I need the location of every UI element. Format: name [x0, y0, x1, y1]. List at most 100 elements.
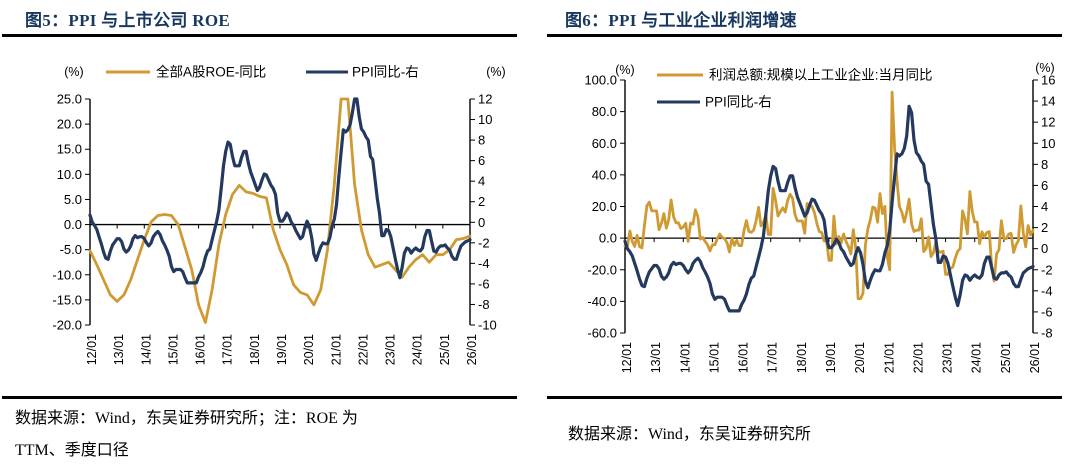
svg-text:(%): (%): [486, 65, 505, 79]
figure-6: 图6：PPI 与工业企业利润增速 100.0 80.0 60.0 40.0 20.0 0.…: [545, 0, 1080, 468]
figure-5-title: 图5：PPI 与上市公司 ROE: [25, 11, 231, 30]
svg-text:25.0: 25.0: [57, 92, 82, 107]
svg-text:20/01: 20/01: [853, 342, 867, 373]
svg-text:22/01: 22/01: [911, 342, 925, 373]
svg-text:18/01: 18/01: [248, 334, 262, 365]
svg-text:-6: -6: [1041, 304, 1053, 319]
svg-text:2: 2: [478, 194, 485, 209]
svg-text:8: 8: [478, 133, 485, 148]
svg-text:20/01: 20/01: [302, 334, 316, 365]
svg-text:-8: -8: [1041, 326, 1053, 341]
figure-5: 图5：PPI 与上市公司 ROE 25.0 20.0 15.0 10.0 5.0 0.0 -…: [2, 11, 517, 459]
svg-text:-10: -10: [478, 318, 497, 333]
svg-text:PPI同比-右: PPI同比-右: [352, 65, 419, 80]
svg-text:14/01: 14/01: [678, 342, 692, 373]
roe-ppi-chart: 25.0 20.0 15.0 10.0 5.0 0.0 -5.0 -10.0 -15.0 -20.…: [52, 64, 505, 366]
svg-text:18/01: 18/01: [795, 342, 809, 373]
svg-text:13/01: 13/01: [112, 334, 126, 365]
svg-text:15.0: 15.0: [57, 142, 82, 157]
svg-text:17/01: 17/01: [766, 342, 780, 373]
svg-text:12/01: 12/01: [620, 342, 634, 373]
figure-5-source-line-2: TTM、季度口径: [15, 442, 129, 459]
svg-text:-20.0: -20.0: [52, 318, 82, 333]
svg-text:(%): (%): [1035, 61, 1054, 75]
figure-5-source-rule: [2, 396, 517, 399]
svg-text:24/01: 24/01: [411, 334, 425, 365]
left-axis: 25.0 20.0 15.0 10.0 5.0 0.0 -5.0 -10.0 -15.0 -20.…: [52, 92, 91, 333]
svg-text:14: 14: [1041, 94, 1055, 109]
svg-text:6: 6: [1041, 178, 1048, 193]
svg-text:10.0: 10.0: [57, 167, 82, 182]
svg-text:17/01: 17/01: [221, 334, 235, 365]
svg-text:60.0: 60.0: [592, 136, 617, 151]
svg-text:13/01: 13/01: [649, 342, 663, 373]
svg-text:26/01: 26/01: [465, 334, 479, 365]
svg-text:PPI同比-右: PPI同比-右: [705, 95, 772, 110]
svg-text:0: 0: [478, 215, 485, 230]
svg-text:0.0: 0.0: [64, 217, 82, 232]
left-axis: 100.0 80.0 60.0 40.0 20.0 0.0 -20.0 -40.0 -60.0: [584, 73, 626, 341]
svg-text:4: 4: [478, 174, 485, 189]
x-axis-labels: 12/01 13/01 14/01 15/01 16/01 17/01 18/01 19/01…: [620, 342, 1042, 373]
svg-text:-2: -2: [478, 235, 490, 250]
x-axis-labels: 12/01 13/01 14/01 15/01 16/01 17/01 18/01 19/01…: [85, 334, 479, 365]
svg-text:-4: -4: [478, 256, 490, 271]
svg-text:(%): (%): [64, 65, 83, 79]
right-axis: 16 14 12 10 8 6 4 2 0 -2 -4 -6 -8: [1032, 73, 1055, 341]
svg-text:24/01: 24/01: [970, 342, 984, 373]
svg-text:16: 16: [1041, 73, 1055, 88]
svg-text:-60.0: -60.0: [587, 326, 617, 341]
svg-text:21/01: 21/01: [329, 334, 343, 365]
figure-6-title-rule: [547, 34, 1062, 37]
svg-text:利润总额:规模以上工业企业:当月同比: 利润总额:规模以上工业企业:当月同比: [709, 67, 933, 83]
right-axis: 12 10 8 6 4 2 0 -2 -4 -6 -8 -10: [469, 92, 497, 333]
svg-text:26/01: 26/01: [1028, 342, 1042, 373]
svg-text:-10.0: -10.0: [52, 267, 82, 282]
svg-text:23/01: 23/01: [384, 334, 398, 365]
svg-text:20.0: 20.0: [592, 199, 617, 214]
svg-text:8: 8: [1041, 157, 1048, 172]
svg-text:5.0: 5.0: [64, 192, 82, 207]
figure-5-source-line-1: 数据来源：Wind，东吴证券研究所；注：ROE 为: [15, 410, 358, 427]
svg-text:40.0: 40.0: [592, 167, 617, 182]
series-1: [623, 104, 1035, 313]
figure-5-title-rule: [2, 34, 517, 37]
svg-text:4: 4: [1041, 199, 1048, 214]
svg-text:19/01: 19/01: [275, 334, 289, 365]
profit-ppi-chart: 100.080.060.040.020.00.0-20.0-40.0-60.01…: [584, 61, 1055, 373]
legend: 全部A股ROE-同比 PPI同比-右 (%) (%): [64, 64, 505, 80]
series-1: [88, 97, 472, 285]
svg-text:10: 10: [478, 112, 492, 127]
svg-text:-4: -4: [1041, 283, 1053, 298]
svg-text:0: 0: [1041, 241, 1048, 256]
figure-6-source-rule: [547, 396, 1062, 399]
svg-text:16/01: 16/01: [737, 342, 751, 373]
figure-6-source-line-1: 数据来源：Wind，东吴证券研究所: [568, 426, 811, 443]
svg-text:12/01: 12/01: [85, 334, 99, 365]
series-0: [88, 97, 472, 324]
svg-text:22/01: 22/01: [356, 334, 370, 365]
figure-6-title: 图6：PPI 与工业企业利润增速: [565, 11, 797, 30]
svg-text:25/01: 25/01: [999, 342, 1013, 373]
svg-text:-5.0: -5.0: [60, 242, 82, 257]
svg-text:16/01: 16/01: [194, 334, 208, 365]
svg-text:15/01: 15/01: [707, 342, 721, 373]
legend: 利润总额:规模以上工业企业:当月同比 PPI同比-右 (%) (%): [615, 61, 1054, 110]
svg-text:-6: -6: [478, 276, 490, 291]
svg-text:80.0: 80.0: [592, 104, 617, 119]
svg-text:20.0: 20.0: [57, 117, 82, 132]
series-0: [623, 90, 1035, 301]
svg-text:-40.0: -40.0: [587, 294, 617, 309]
svg-text:12: 12: [1041, 115, 1055, 130]
svg-text:100.0: 100.0: [584, 73, 617, 88]
zero-line: [624, 237, 1034, 243]
svg-text:2: 2: [1041, 220, 1048, 235]
svg-text:-15.0: -15.0: [52, 292, 82, 307]
svg-text:(%): (%): [615, 63, 634, 77]
svg-text:全部A股ROE-同比: 全部A股ROE-同比: [156, 64, 266, 80]
svg-text:23/01: 23/01: [941, 342, 955, 373]
svg-text:12: 12: [478, 92, 492, 107]
svg-text:10: 10: [1041, 136, 1055, 151]
svg-text:6: 6: [478, 153, 485, 168]
svg-text:14/01: 14/01: [139, 334, 153, 365]
